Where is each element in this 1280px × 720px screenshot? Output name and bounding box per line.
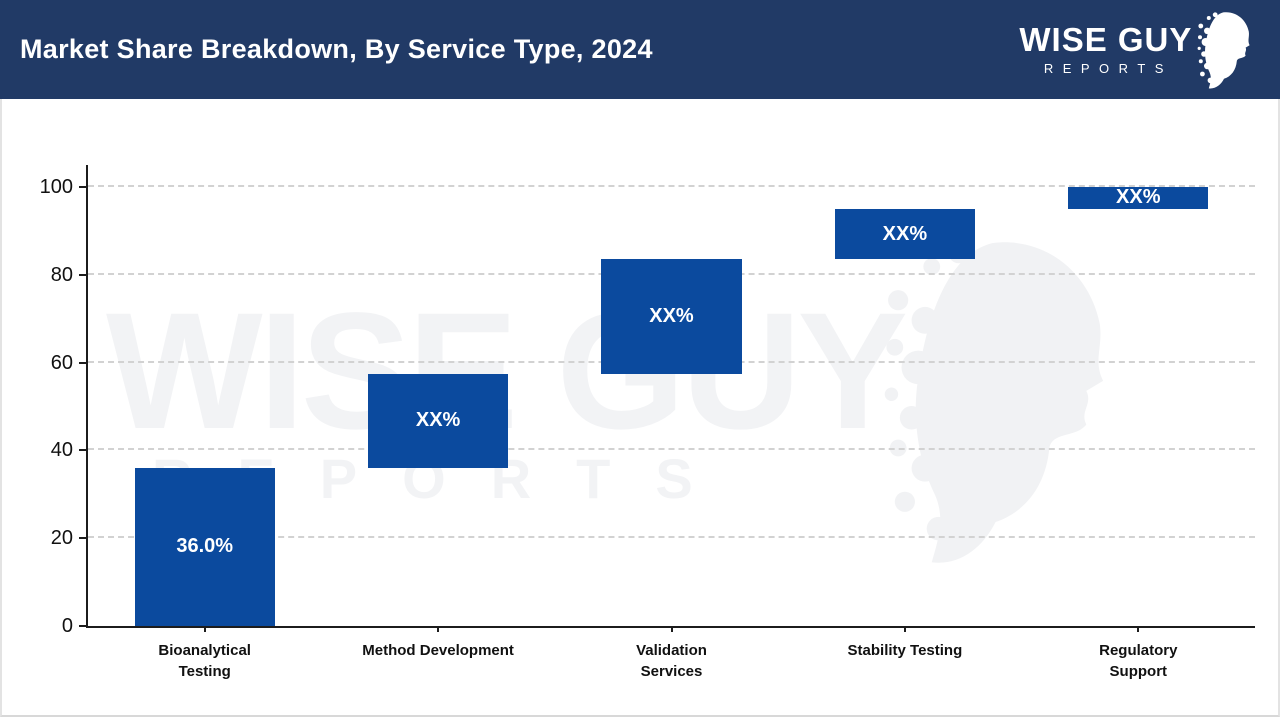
y-tick-label-60: 60 [50, 351, 73, 374]
chart-canvas: WISE GUY REPORTS 0 20 40 60 80 100 36.0% XX% XX%… [0, 99, 1280, 717]
x-tick [1137, 626, 1140, 632]
brand-name: WISE GUY [1019, 21, 1193, 58]
y-tick-20 [79, 537, 88, 540]
bar-segment: 36.0% [134, 467, 275, 626]
x-category-label: Validation Services [636, 642, 707, 680]
x-tick [437, 626, 440, 632]
bar-segment: XX% [834, 208, 975, 260]
gridline-100 [88, 184, 1255, 187]
y-tick-40 [79, 449, 88, 452]
x-tick [903, 626, 906, 632]
x-category-label: Bioanalytical Testing [158, 642, 251, 680]
bar-value-label: XX% [649, 304, 694, 327]
x-category-label: Regulatory Support [1099, 642, 1178, 680]
x-tick [670, 626, 673, 632]
y-tick-100 [79, 185, 88, 188]
x-category-label: Stability Testing [847, 642, 963, 659]
gridline-20 [88, 536, 1255, 539]
wiseguy-face-icon [1198, 11, 1251, 88]
y-tick-60 [79, 361, 88, 364]
plot-area: 0 20 40 60 80 100 36.0% XX% XX% XX% XX% Bioanalytic… [40, 165, 1255, 680]
bar-segment: XX% [601, 259, 742, 374]
y-tick-label-20: 20 [50, 527, 73, 550]
x-category-label: Method Development [362, 642, 514, 659]
bar-value-label: XX% [882, 222, 928, 245]
y-tick-label-40: 40 [50, 439, 73, 462]
y-tick-label-80: 80 [50, 263, 73, 286]
bar-value-label: XX% [1116, 186, 1161, 209]
brand-logo-text: WISE GUY REPORTS [1019, 23, 1192, 76]
bar-value-label: XX% [415, 409, 461, 432]
header-bar: Market Share Breakdown, By Service Type,… [0, 0, 1280, 99]
y-tick-80 [79, 273, 88, 276]
bar-value-label: 36.0% [176, 535, 234, 558]
y-tick-label-0: 0 [61, 615, 73, 637]
x-tick [203, 626, 206, 632]
gridline-40 [88, 448, 1255, 451]
brand-logo: WISE GUY REPORTS [1019, 10, 1254, 90]
chart-title: Market Share Breakdown, By Service Type,… [20, 34, 653, 64]
y-tick-0 [79, 625, 88, 627]
bar-segment: XX% [1068, 186, 1209, 209]
y-tick-label-100: 100 [39, 175, 73, 198]
brand-subtitle: REPORTS [1043, 61, 1173, 76]
bar-segment: XX% [368, 373, 509, 468]
